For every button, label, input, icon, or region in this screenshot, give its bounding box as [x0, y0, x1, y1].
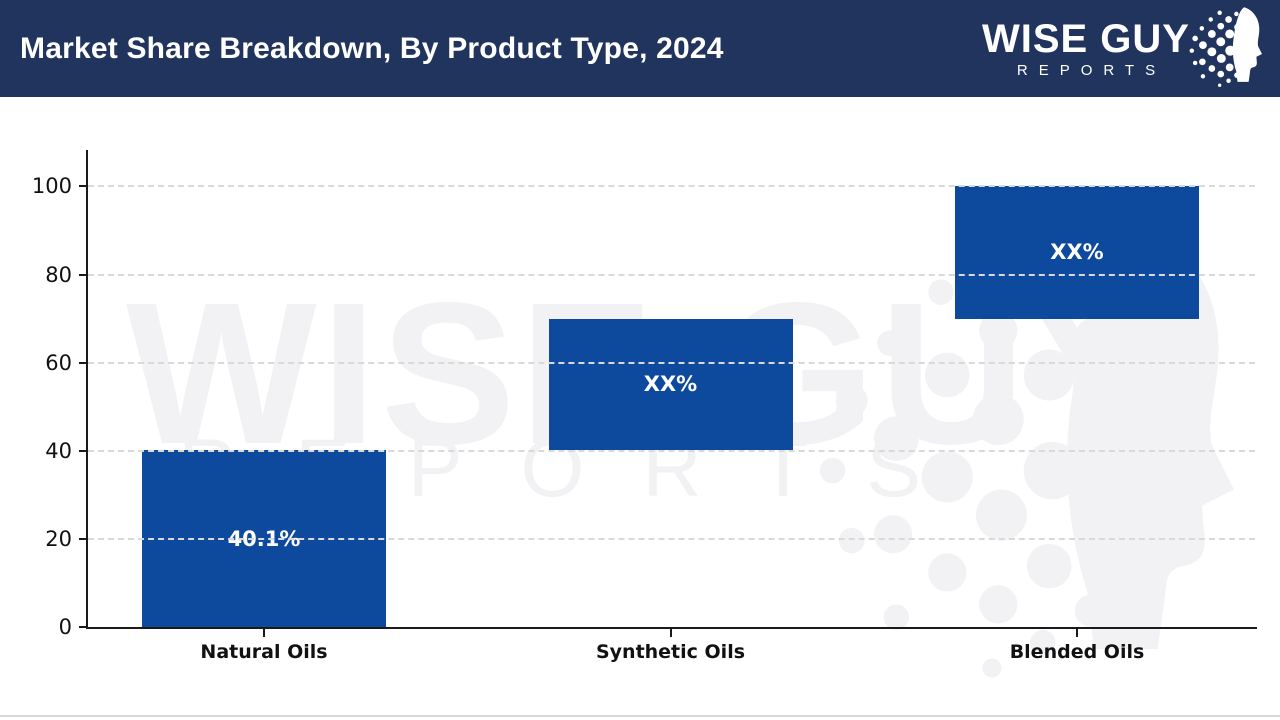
gridline-100: [88, 185, 1255, 188]
logo-text: WISE GUY REPORTS: [982, 19, 1190, 79]
bar-synthetic-oils: XX%: [548, 318, 793, 451]
y-axis-line: [86, 150, 88, 629]
bar-value-label-blended-oils: XX%: [1050, 240, 1104, 265]
y-tick-label-20: 20: [45, 526, 72, 551]
y-tick-mark-20: [79, 537, 88, 540]
x-tick-label-natural-oils: Natural Oils: [200, 641, 328, 663]
x-tick-mark-synthetic-oils: [669, 629, 672, 637]
y-tick-mark-0: [79, 626, 88, 628]
logo-tagline: REPORTS: [1016, 61, 1167, 79]
y-tick-label-80: 80: [45, 262, 72, 287]
wise-guy-logo: WISE GUY REPORTS: [982, 6, 1262, 91]
x-tick-label-synthetic-oils: Synthetic Oils: [595, 641, 746, 663]
y-tick-mark-80: [79, 273, 88, 276]
bar-blended-oils: XX%: [955, 186, 1199, 319]
logo-face-icon: [1189, 6, 1262, 87]
bar-value-label-synthetic-oils: XX%: [643, 372, 698, 397]
x-axis-line: [86, 627, 1257, 629]
gridline-40: [88, 449, 1255, 452]
bottom-divider: [0, 715, 1280, 717]
header-bar: Market Share Breakdown, By Product Type,…: [0, 0, 1280, 97]
y-tick-mark-40: [79, 449, 88, 452]
page-title: Market Share Breakdown, By Product Type,…: [20, 31, 724, 65]
logo-name: WISE GUY: [981, 16, 1190, 61]
gridline-80: [88, 273, 1255, 276]
x-tick-mark-natural-oils: [263, 629, 265, 637]
gridline-20: [88, 537, 1255, 540]
y-tick-label-100: 100: [31, 174, 72, 199]
y-tick-mark-100: [79, 185, 88, 188]
y-tick-label-60: 60: [45, 350, 72, 375]
y-tick-label-0: 0: [58, 615, 72, 639]
gridline-60: [88, 361, 1255, 364]
x-tick-mark-blended-oils: [1076, 629, 1078, 637]
y-tick-mark-60: [79, 361, 88, 364]
x-tick-label-blended-oils: Blended Oils: [1009, 641, 1145, 663]
y-tick-label-40: 40: [45, 438, 72, 463]
